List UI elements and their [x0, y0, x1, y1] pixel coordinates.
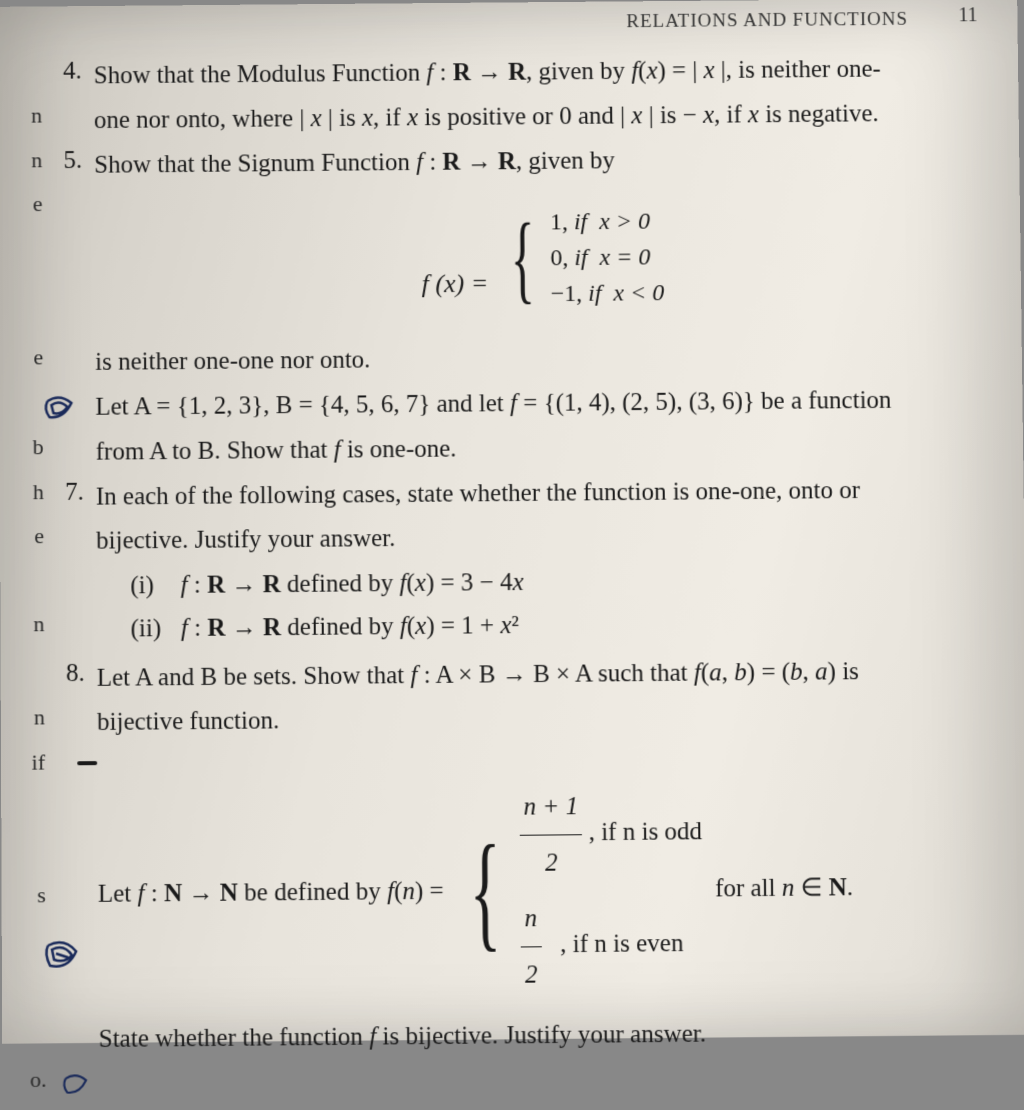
fx-label: f (x) = [422, 269, 495, 299]
text-line: Let A = {1, 2, 3}, B = {4, 5, 6, 7} and … [95, 387, 891, 421]
left-brace-icon: { [469, 832, 501, 950]
condition: , if n is odd [588, 818, 702, 846]
denominator: 2 [520, 835, 583, 891]
question-6: Let A = {1, 2, 3}, B = {4, 5, 6, 7} and … [19, 381, 992, 428]
pen-scribble-icon [39, 389, 79, 429]
question-body: one nor onto, where | x | is x, if x is … [94, 94, 989, 140]
text-line: Show that the Signum Function f : R → R,… [94, 147, 615, 178]
question-number: 8. [47, 659, 97, 688]
text-post: for all n ∈ N. [709, 869, 854, 909]
text-line: bijective function. [97, 696, 997, 743]
fraction: n 2 [520, 891, 542, 1003]
text-line: Let A and B be sets. Show that f : A × B… [97, 651, 997, 698]
question-body: Let A = {1, 2, 3}, B = {4, 5, 6, 7} and … [95, 381, 992, 427]
question-8-line2: n bijective function. [21, 696, 997, 743]
textbook-page: 11 RELATIONS AND FUNCTIONS 4. Show that … [0, 0, 1024, 1044]
margin-letter: b [20, 434, 46, 460]
page-content: RELATIONS AND FUNCTIONS 4. Show that the… [0, 0, 1024, 1109]
text-line: State whether the function f is bijectiv… [99, 1013, 1001, 1060]
text-pre: Let f : N → N be defined by f(n) = [98, 872, 444, 914]
margin-letter: o. [22, 1066, 48, 1092]
case-line: n 2 , if n is even [520, 889, 704, 1002]
question-6-line2: b from A to B. Show that f is one-one. [20, 426, 994, 473]
question-8: 8. Let A and B be sets. Show that f : A … [21, 651, 997, 698]
text-line: In each of the following cases, state wh… [96, 470, 994, 517]
text-line: bijective. Justify your answer. [96, 515, 994, 562]
question-5: n 5. Show that the Signum Function f : R… [18, 139, 989, 186]
case-line: 0, if x = 0 [550, 240, 664, 277]
margin-letter: n [20, 611, 46, 637]
dash-mark-icon [77, 761, 97, 765]
sub-question-i: (i) f : R → R defined by f(x) = 3 − 4x [130, 560, 995, 606]
question-9: s Let f : N → N be defined by f(n) = { n… [21, 775, 1000, 1007]
sub-body: f : R → R defined by f(x) = 3 − 4x [181, 569, 524, 599]
question-body: Show that the Modulus Function f : R → R… [94, 50, 989, 96]
numerator: n + 1 [519, 779, 582, 836]
question-body: Let f : N → N be defined by f(n) = { n +… [97, 775, 1000, 1006]
case-line: n + 1 2 , if n is odd [519, 778, 702, 891]
margin-letter: if [21, 749, 47, 775]
margin-letter: e [19, 345, 45, 371]
sub-number: (ii) [130, 610, 174, 649]
chapter-header-fragment: RELATIONS AND FUNCTIONS [18, 8, 988, 38]
margin-letter: s [22, 882, 48, 908]
cases: n + 1 2 , if n is odd n 2 , if n is even [519, 778, 704, 1003]
text-line: Show that the Modulus Function f : R → R… [94, 56, 881, 90]
left-brace-icon: { [510, 214, 535, 304]
question-5-conclusion: e is neither one-one nor onto. [19, 336, 992, 383]
margin-letter: h [20, 479, 46, 505]
margin-row: e f (x) = { 1, if x > 0 0, if x = 0 −1, … [19, 183, 992, 339]
question-number: 4. [44, 58, 94, 86]
case-line: 1, if x > 0 [550, 204, 664, 241]
margin-letter: n [18, 102, 44, 128]
question-4: 4. Show that the Modulus Function f : R … [18, 50, 989, 97]
denominator: 2 [521, 947, 542, 1003]
margin-letter: e [20, 523, 46, 549]
question-body: Show that the Signum Function f : R → R,… [94, 139, 990, 185]
margin-letter: e [19, 191, 45, 217]
condition: , if n is even [560, 930, 684, 958]
question-7-line2: e bijective. Justify your answer. [20, 515, 994, 562]
margin-letter: n [21, 705, 47, 731]
bottom-fragment: o. [22, 1058, 1001, 1093]
text-line: from A to B. Show that f is one-one. [96, 426, 994, 473]
text-line: one nor onto, where | x | is x, if x is … [94, 100, 879, 134]
sub-question-ii: (ii) f : R → R defined by f(x) = 1 + x² [130, 603, 995, 649]
pen-scribble-icon [59, 1068, 93, 1103]
sub-body: f : R → R defined by f(x) = 1 + x² [181, 612, 519, 642]
cases: 1, if x > 0 0, if x = 0 −1, if x < 0 [550, 204, 665, 312]
numerator: n [520, 891, 541, 948]
text-line: is neither one-one nor onto. [95, 336, 992, 382]
brace-block: { 1, if x > 0 0, if x = 0 −1, if x < 0 [494, 204, 664, 313]
piecewise-function: f (x) = { 1, if x > 0 0, if x = 0 −1, if… [94, 201, 991, 316]
brace-block: { n + 1 2 , if n is odd n 2 [449, 778, 704, 1004]
question-number: 5. [44, 146, 94, 174]
question-number: 7. [46, 478, 96, 506]
question-7: h 7. In each of the following cases, sta… [20, 470, 994, 517]
sub-number: (i) [130, 567, 174, 606]
fraction: n + 1 2 [519, 779, 583, 891]
pen-scribble-icon [42, 935, 82, 976]
question-4-line2: n one nor onto, where | x | is x, if x i… [18, 94, 989, 141]
case-line: −1, if x < 0 [551, 275, 665, 312]
margin-letter: n [18, 147, 44, 173]
